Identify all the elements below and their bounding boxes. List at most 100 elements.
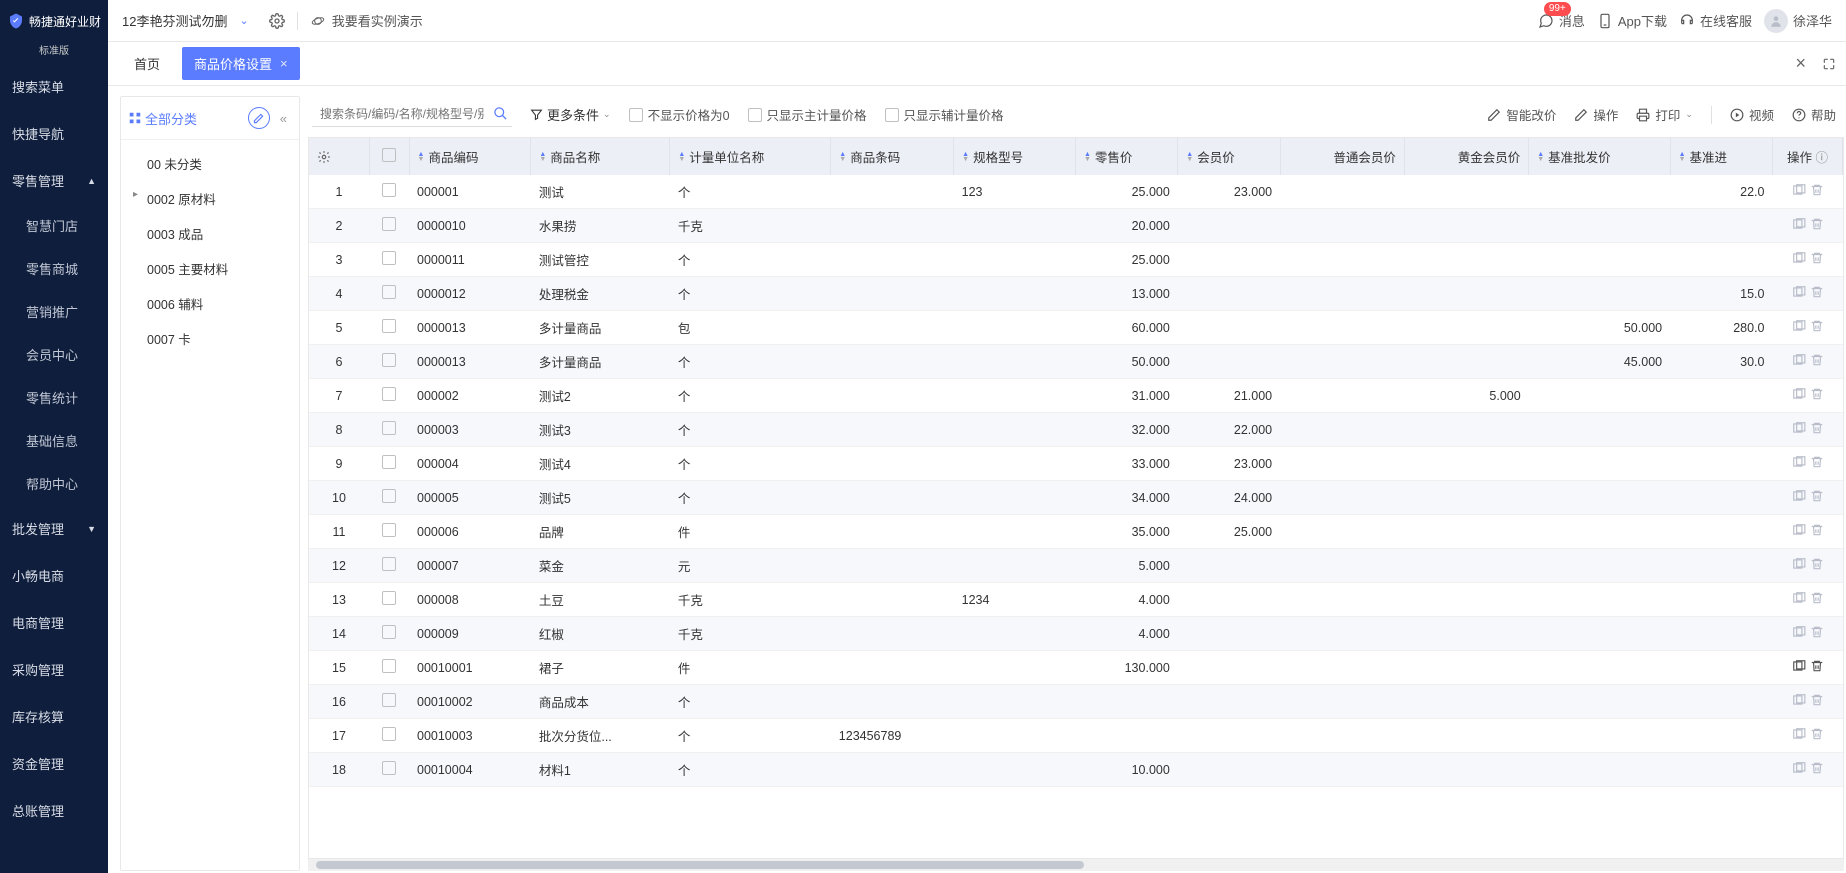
table-row[interactable]: 1700010003批次分货位...个123456789 [309,719,1843,753]
more-conditions[interactable]: 更多条件 ⌄ [530,105,611,124]
delete-icon[interactable] [1810,523,1824,537]
delete-icon[interactable] [1810,319,1824,333]
cell-checkbox[interactable] [369,549,409,583]
cell-checkbox[interactable] [369,345,409,379]
table-wrap[interactable]: ▲▼商品编码▲▼商品名称▲▼计量单位名称▲▼商品条码▲▼规格型号▲▼零售价▲▼会… [308,137,1844,859]
delete-icon[interactable] [1810,727,1824,741]
cell-checkbox[interactable] [369,243,409,277]
table-row[interactable]: 40000012处理税金个13.00015.0 [309,277,1843,311]
sidebar-item[interactable]: 采购管理 [0,646,108,693]
copy-icon[interactable] [1792,523,1806,537]
msg-button[interactable]: 99+ 消息 [1538,11,1585,30]
chevron-down-icon[interactable]: ⌄ [239,14,248,27]
sidebar-sub-item[interactable]: 零售统计 [0,376,108,419]
cell-checkbox[interactable] [369,651,409,685]
delete-icon[interactable] [1810,761,1824,775]
copy-icon[interactable] [1792,421,1806,435]
table-row[interactable]: 13000008土豆千克12344.000 [309,583,1843,617]
tabs-close-all-icon[interactable]: × [1795,53,1806,74]
smart-price-button[interactable]: 智能改价 [1487,105,1556,124]
th-col[interactable]: 普通会员价 [1280,138,1404,175]
sidebar-search[interactable]: 搜索菜单 [0,63,108,110]
sidebar-sub-item[interactable]: 基础信息 [0,419,108,462]
th-col[interactable]: ▲▼商品编码 [409,138,531,175]
category-item[interactable]: 0005 主要材料 [121,251,299,286]
delete-icon[interactable] [1810,353,1824,367]
cell-checkbox[interactable] [369,515,409,549]
cell-checkbox[interactable] [369,379,409,413]
category-item[interactable]: 0006 辅料 [121,286,299,321]
category-item[interactable]: 0007 卡 [121,321,299,356]
org-selector[interactable]: 12李艳芬测试勿删 [122,11,227,30]
copy-icon[interactable] [1792,693,1806,707]
copy-icon[interactable] [1792,761,1806,775]
scrollbar-thumb[interactable] [316,861,1084,869]
category-item[interactable]: 00 未分类 [121,146,299,181]
cell-checkbox[interactable] [369,447,409,481]
help-button[interactable]: 帮助 [1792,105,1836,124]
sidebar-retail[interactable]: 零售管理 ▲ [0,157,108,204]
table-row[interactable]: 60000013多计量商品个50.00045.00030.0 [309,345,1843,379]
table-row[interactable]: 30000011测试管控个25.000 [309,243,1843,277]
th-col[interactable]: ▲▼零售价 [1075,138,1177,175]
table-row[interactable]: 1500010001裙子件130.000 [309,651,1843,685]
th-col[interactable]: ▲▼基准批发价 [1529,138,1670,175]
table-row[interactable]: 7000002测试2个31.00021.0005.000 [309,379,1843,413]
category-item[interactable]: 0002 原材料 [121,181,299,216]
chk-main-unit[interactable]: 只显示主计量价格 [748,105,867,124]
cell-checkbox[interactable] [369,481,409,515]
sidebar-sub-item[interactable]: 智慧门店 [0,204,108,247]
edit-icon[interactable] [248,107,270,129]
chk-hide-zero[interactable]: 不显示价格为0 [629,105,730,124]
th-col[interactable]: ▲▼基准进 [1670,138,1772,175]
cell-checkbox[interactable] [369,583,409,617]
delete-icon[interactable] [1810,591,1824,605]
cell-checkbox[interactable] [369,277,409,311]
copy-icon[interactable] [1792,217,1806,231]
th-col[interactable]: ▲▼商品条码 [831,138,954,175]
table-row[interactable]: 1600010002商品成本个 [309,685,1843,719]
user-menu[interactable]: 徐泽华 [1764,9,1832,33]
cell-checkbox[interactable] [369,413,409,447]
th-col[interactable]: ▲▼会员价 [1178,138,1280,175]
copy-icon[interactable] [1792,591,1806,605]
copy-icon[interactable] [1792,319,1806,333]
search-input[interactable] [312,102,512,127]
copy-icon[interactable] [1792,727,1806,741]
ops-button[interactable]: 操作 [1574,105,1618,124]
copy-icon[interactable] [1792,455,1806,469]
copy-icon[interactable] [1792,387,1806,401]
th-col[interactable]: ▲▼规格型号 [954,138,1076,175]
cell-checkbox[interactable] [369,719,409,753]
delete-icon[interactable] [1810,421,1824,435]
sidebar-item[interactable]: 批发管理▼ [0,505,108,552]
sidebar-sub-item[interactable]: 零售商城 [0,247,108,290]
cell-checkbox[interactable] [369,311,409,345]
print-button[interactable]: 打印 ⌄ [1636,105,1693,124]
sidebar-sub-item[interactable]: 会员中心 [0,333,108,376]
tab-home[interactable]: 首页 [122,48,172,79]
collapse-icon[interactable]: « [276,111,291,126]
delete-icon[interactable] [1810,489,1824,503]
th-col[interactable]: ▲▼计量单位名称 [670,138,831,175]
close-icon[interactable]: × [280,56,288,71]
th-col[interactable]: 黄金会员价 [1404,138,1528,175]
delete-icon[interactable] [1810,217,1824,231]
sidebar-item[interactable]: 资金管理 [0,740,108,787]
sidebar-item[interactable]: 库存核算 [0,693,108,740]
table-row[interactable]: 14000009红椒千克4.000 [309,617,1843,651]
table-row[interactable]: 10000005测试5个34.00024.000 [309,481,1843,515]
delete-icon[interactable] [1810,659,1824,673]
table-row[interactable]: 8000003测试3个32.00022.000 [309,413,1843,447]
expand-icon[interactable] [1822,57,1836,71]
th-col[interactable]: ▲▼商品名称 [531,138,670,175]
copy-icon[interactable] [1792,625,1806,639]
sidebar-quick[interactable]: 快捷导航 [0,110,108,157]
chk-aux-unit[interactable]: 只显示辅计量价格 [885,105,1004,124]
copy-icon[interactable] [1792,353,1806,367]
copy-icon[interactable] [1792,183,1806,197]
delete-icon[interactable] [1810,387,1824,401]
th-settings[interactable] [309,138,369,175]
table-row[interactable]: 9000004测试4个33.00023.000 [309,447,1843,481]
demo-link[interactable]: 我要看实例演示 [310,11,423,30]
